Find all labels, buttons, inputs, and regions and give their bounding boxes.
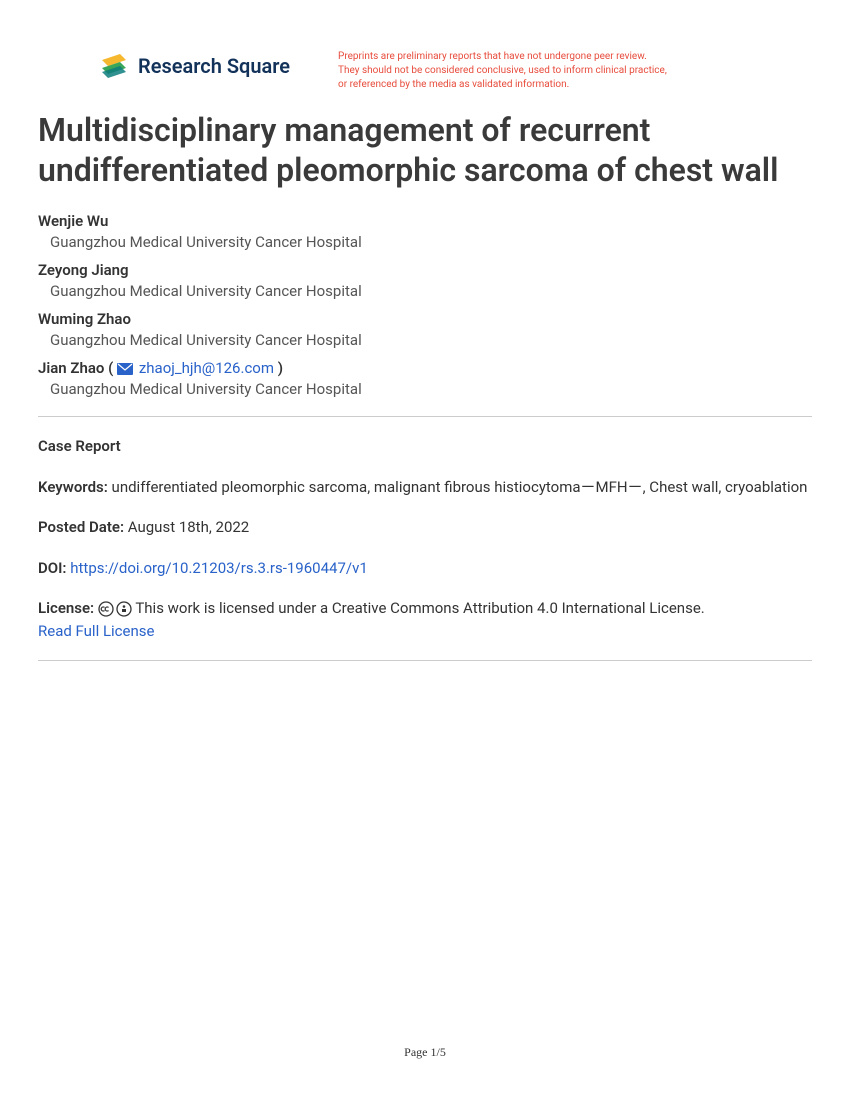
author-affiliation: Guangzhou Medical University Cancer Hosp… — [38, 282, 812, 300]
research-square-logo-icon — [98, 50, 130, 82]
article-title: Multidisciplinary management of recurren… — [38, 110, 812, 190]
author-email-link[interactable]: zhaoj_hjh@126.com — [139, 359, 274, 377]
page-container: Research Square Preprints are preliminar… — [0, 0, 850, 661]
article-type-label: Case Report — [38, 437, 121, 455]
posted-date-value: August 18th, 2022 — [128, 518, 249, 536]
doi-link[interactable]: https://doi.org/10.21203/rs.3.rs-1960447… — [70, 559, 368, 577]
logo-text: Research Square — [138, 54, 290, 78]
author-affiliation: Guangzhou Medical University Cancer Hosp… — [38, 331, 812, 349]
license-text: This work is licensed under a Creative C… — [135, 599, 704, 617]
divider — [38, 416, 812, 417]
by-icon — [116, 601, 132, 617]
license-label: License: — [38, 599, 94, 617]
author-name: Jian Zhao ( zhaoj_hjh@126.com ) — [38, 359, 812, 377]
keywords-value: undifferentiated pleomorphic sarcoma, ma… — [112, 478, 808, 496]
author-name: Zeyong Jiang — [38, 261, 812, 279]
author-name-text: Jian Zhao — [38, 359, 104, 377]
disclaimer-line: They should not be considered conclusive… — [338, 64, 667, 78]
author-block: Wenjie Wu Guangzhou Medical University C… — [38, 212, 812, 251]
header: Research Square Preprints are preliminar… — [38, 50, 812, 92]
disclaimer-line: Preprints are preliminary reports that h… — [338, 50, 667, 64]
keywords-label: Keywords: — [38, 478, 108, 496]
posted-date-line: Posted Date: August 18th, 2022 — [38, 516, 812, 539]
divider — [38, 660, 812, 661]
cc-icon — [98, 601, 114, 617]
page-number: Page 1/5 — [0, 1045, 850, 1060]
author-name: Wenjie Wu — [38, 212, 812, 230]
disclaimer-line: or referenced by the media as validated … — [338, 78, 667, 92]
author-name: Wuming Zhao — [38, 310, 812, 328]
author-block: Wuming Zhao Guangzhou Medical University… — [38, 310, 812, 349]
license-icons — [98, 601, 132, 617]
posted-date-label: Posted Date: — [38, 518, 124, 536]
license-line: License: This work is licensed under a C… — [38, 597, 812, 642]
author-affiliation: Guangzhou Medical University Cancer Hosp… — [38, 380, 812, 398]
author-affiliation: Guangzhou Medical University Cancer Hosp… — [38, 233, 812, 251]
author-block: Jian Zhao ( zhaoj_hjh@126.com ) Guangzho… — [38, 359, 812, 398]
author-block: Zeyong Jiang Guangzhou Medical Universit… — [38, 261, 812, 300]
keywords-line: Keywords: undifferentiated pleomorphic s… — [38, 476, 812, 499]
disclaimer-text: Preprints are preliminary reports that h… — [338, 50, 667, 92]
authors-list: Wenjie Wu Guangzhou Medical University C… — [38, 212, 812, 398]
doi-label: DOI: — [38, 559, 67, 577]
article-type: Case Report — [38, 435, 812, 458]
doi-line: DOI: https://doi.org/10.21203/rs.3.rs-19… — [38, 557, 812, 580]
author-email-wrapper: ( zhaoj_hjh@126.com ) — [108, 359, 283, 377]
read-full-license-link[interactable]: Read Full License — [38, 622, 154, 640]
email-icon — [117, 363, 133, 375]
logo-section: Research Square — [38, 50, 290, 82]
